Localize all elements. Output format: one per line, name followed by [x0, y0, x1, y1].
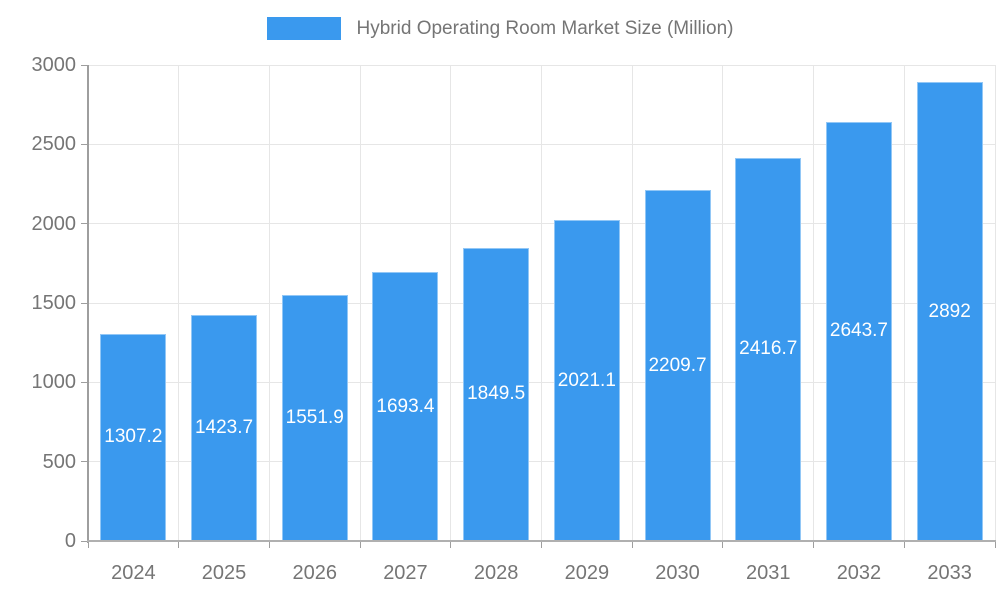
x-tick-label: 2026 — [292, 562, 337, 584]
y-tick-label: 3000 — [31, 54, 77, 76]
bar — [191, 315, 258, 541]
y-tick-label: 2500 — [31, 133, 77, 156]
bar-value-label: 2892 — [928, 300, 971, 322]
bar-value-label: 2021.1 — [557, 369, 616, 391]
y-tick-label: 1000 — [31, 371, 77, 394]
gridline-vertical — [722, 65, 724, 541]
x-axis-tick — [450, 541, 452, 548]
gridline-vertical — [994, 65, 996, 541]
gridline-vertical — [178, 65, 180, 541]
x-tick-label: 2029 — [564, 562, 610, 584]
bar-value-label: 1423.7 — [194, 417, 254, 439]
bar — [735, 157, 802, 541]
x-tick-label: 2027 — [383, 562, 428, 584]
y-tick-label: 0 — [64, 530, 76, 552]
bar-value-label: 2209.7 — [648, 354, 707, 376]
bar — [553, 220, 620, 541]
x-axis-tick — [903, 541, 905, 548]
x-axis-tick — [994, 541, 996, 548]
bar — [644, 190, 711, 541]
x-axis-tick — [178, 541, 180, 548]
y-axis-tick — [81, 143, 88, 145]
bar-value-label: 2416.7 — [739, 338, 798, 360]
legend-label: Hybrid Operating Room Market Size (Milli… — [356, 17, 734, 39]
bar-value-label: 2643.7 — [829, 320, 888, 342]
bar-value-label: 1307.2 — [104, 426, 163, 448]
x-tick-label: 2028 — [473, 562, 519, 584]
y-axis-tick — [81, 64, 88, 66]
x-tick-label: 2030 — [655, 562, 700, 584]
y-axis-tick — [81, 223, 88, 225]
x-axis-tick — [359, 541, 361, 548]
bar — [281, 294, 348, 541]
x-axis-tick — [631, 541, 633, 548]
y-axis-tick — [81, 302, 88, 304]
x-tick-label: 2024 — [111, 562, 156, 584]
bar — [463, 247, 530, 541]
gridline-vertical — [268, 65, 270, 541]
y-tick-label: 2000 — [31, 212, 77, 235]
x-tick-label: 2032 — [836, 562, 882, 584]
legend: Hybrid Operating Room Market Size (Milli… — [0, 17, 1000, 40]
y-axis-line — [87, 65, 89, 543]
bar — [372, 272, 439, 541]
bar-value-label: 1849.5 — [467, 383, 526, 405]
gridline-vertical — [541, 65, 542, 541]
y-tick-label: 1500 — [31, 292, 77, 314]
bar-value-label: 1551.9 — [285, 406, 344, 428]
x-axis-tick — [268, 541, 270, 548]
gridline-vertical — [359, 65, 361, 541]
x-tick-label: 2031 — [745, 562, 791, 584]
y-axis-tick — [81, 540, 88, 542]
gridline-vertical — [903, 65, 905, 541]
y-axis-tick — [81, 381, 88, 383]
x-axis-tick — [541, 541, 542, 548]
y-tick-label: 500 — [42, 450, 76, 473]
bar — [916, 82, 983, 541]
x-axis-tick — [722, 541, 724, 548]
legend-swatch — [266, 17, 341, 40]
x-axis-line — [87, 540, 996, 542]
x-tick-label: 2033 — [927, 562, 972, 584]
bar — [825, 121, 892, 541]
gridline-vertical — [450, 65, 452, 541]
bar-value-label: 1693.4 — [376, 395, 435, 417]
x-tick-label: 2025 — [201, 562, 247, 584]
x-axis-tick — [87, 541, 89, 548]
x-axis-tick — [813, 541, 815, 548]
gridline-vertical — [813, 65, 815, 541]
y-axis-tick — [81, 461, 88, 463]
gridline-vertical — [631, 65, 633, 541]
